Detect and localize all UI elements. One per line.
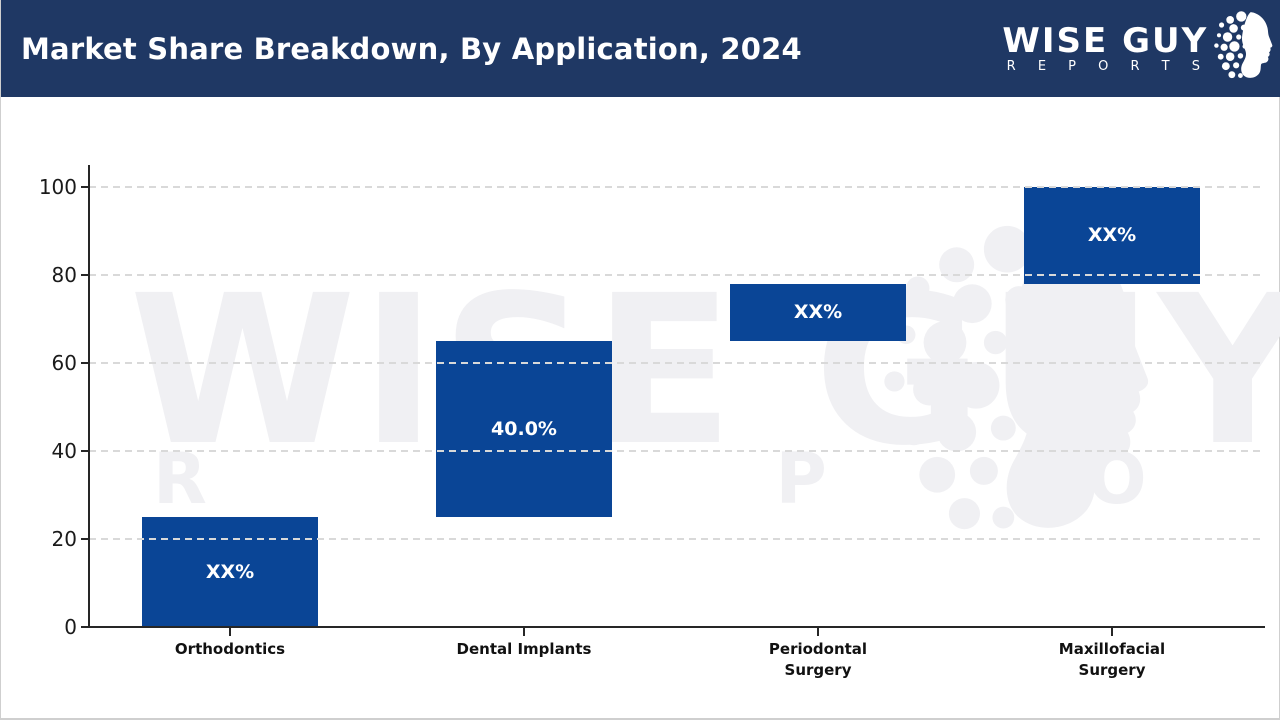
bar-value-label: 40.0%	[491, 418, 557, 440]
x-tick-mark	[1111, 628, 1113, 636]
y-tick-mark	[81, 538, 90, 540]
y-tick-mark	[81, 274, 90, 276]
bar-value-label: XX%	[1087, 224, 1137, 247]
bar-value-label: XX%	[793, 301, 843, 324]
logo-wiseguy-label: WISE GUY	[1002, 20, 1209, 61]
y-tick-mark	[81, 186, 90, 188]
x-tick-label-orthodontics: Orthodontics	[174, 640, 286, 658]
x-tick-mark	[229, 628, 231, 636]
gridline-y40	[89, 450, 1265, 452]
gridline-y100	[89, 186, 1265, 188]
wiseguy-logo: WISE GUY R E P O R T S	[1002, 10, 1273, 88]
gridline-y20	[89, 538, 1265, 540]
bar-value-label: XX%	[205, 561, 255, 583]
page-title: Market Share Breakdown, By Application, …	[21, 31, 802, 66]
x-tick-mark	[523, 628, 525, 636]
x-axis-line	[88, 626, 1265, 628]
bar-dental-implants: 40.0%	[436, 341, 612, 517]
gridline-y60	[89, 362, 1265, 364]
y-tick-label: 100	[38, 175, 77, 199]
header-bar: Market Share Breakdown, By Application, …	[1, 0, 1280, 97]
x-tick-mark	[817, 628, 819, 636]
y-tick-label: 0	[64, 615, 77, 639]
gridline-y80	[89, 274, 1265, 276]
x-tick-label-maxillofacial-surgery: Maxillofacial Surgery	[1058, 640, 1166, 679]
y-tick-mark	[81, 450, 90, 452]
wiseguy-face-icon	[1213, 10, 1273, 88]
y-tick-mark	[81, 626, 90, 628]
y-tick-label: 20	[51, 527, 77, 551]
wiseguy-logo-text: WISE GUY R E P O R T S	[1002, 23, 1209, 75]
y-axis-line	[88, 165, 90, 628]
watermark-face-icon	[877, 222, 1153, 576]
bar-orthodontics: XX%	[142, 517, 318, 627]
logo-reports-label: R E P O R T S	[1006, 58, 1209, 74]
x-tick-label-dental-implants: Dental Implants	[456, 640, 592, 658]
bar-periodontal-surgery: XX%	[730, 283, 906, 341]
y-tick-label: 40	[51, 439, 77, 463]
face-profile	[1006, 229, 1149, 528]
bar-maxillofacial-surgery: XX%	[1024, 187, 1200, 284]
y-tick-label: 60	[51, 351, 77, 375]
y-tick-mark	[81, 362, 90, 364]
x-tick-label-periodontal-surgery: Periodontal Surgery	[768, 640, 868, 679]
y-tick-label: 80	[51, 263, 77, 287]
